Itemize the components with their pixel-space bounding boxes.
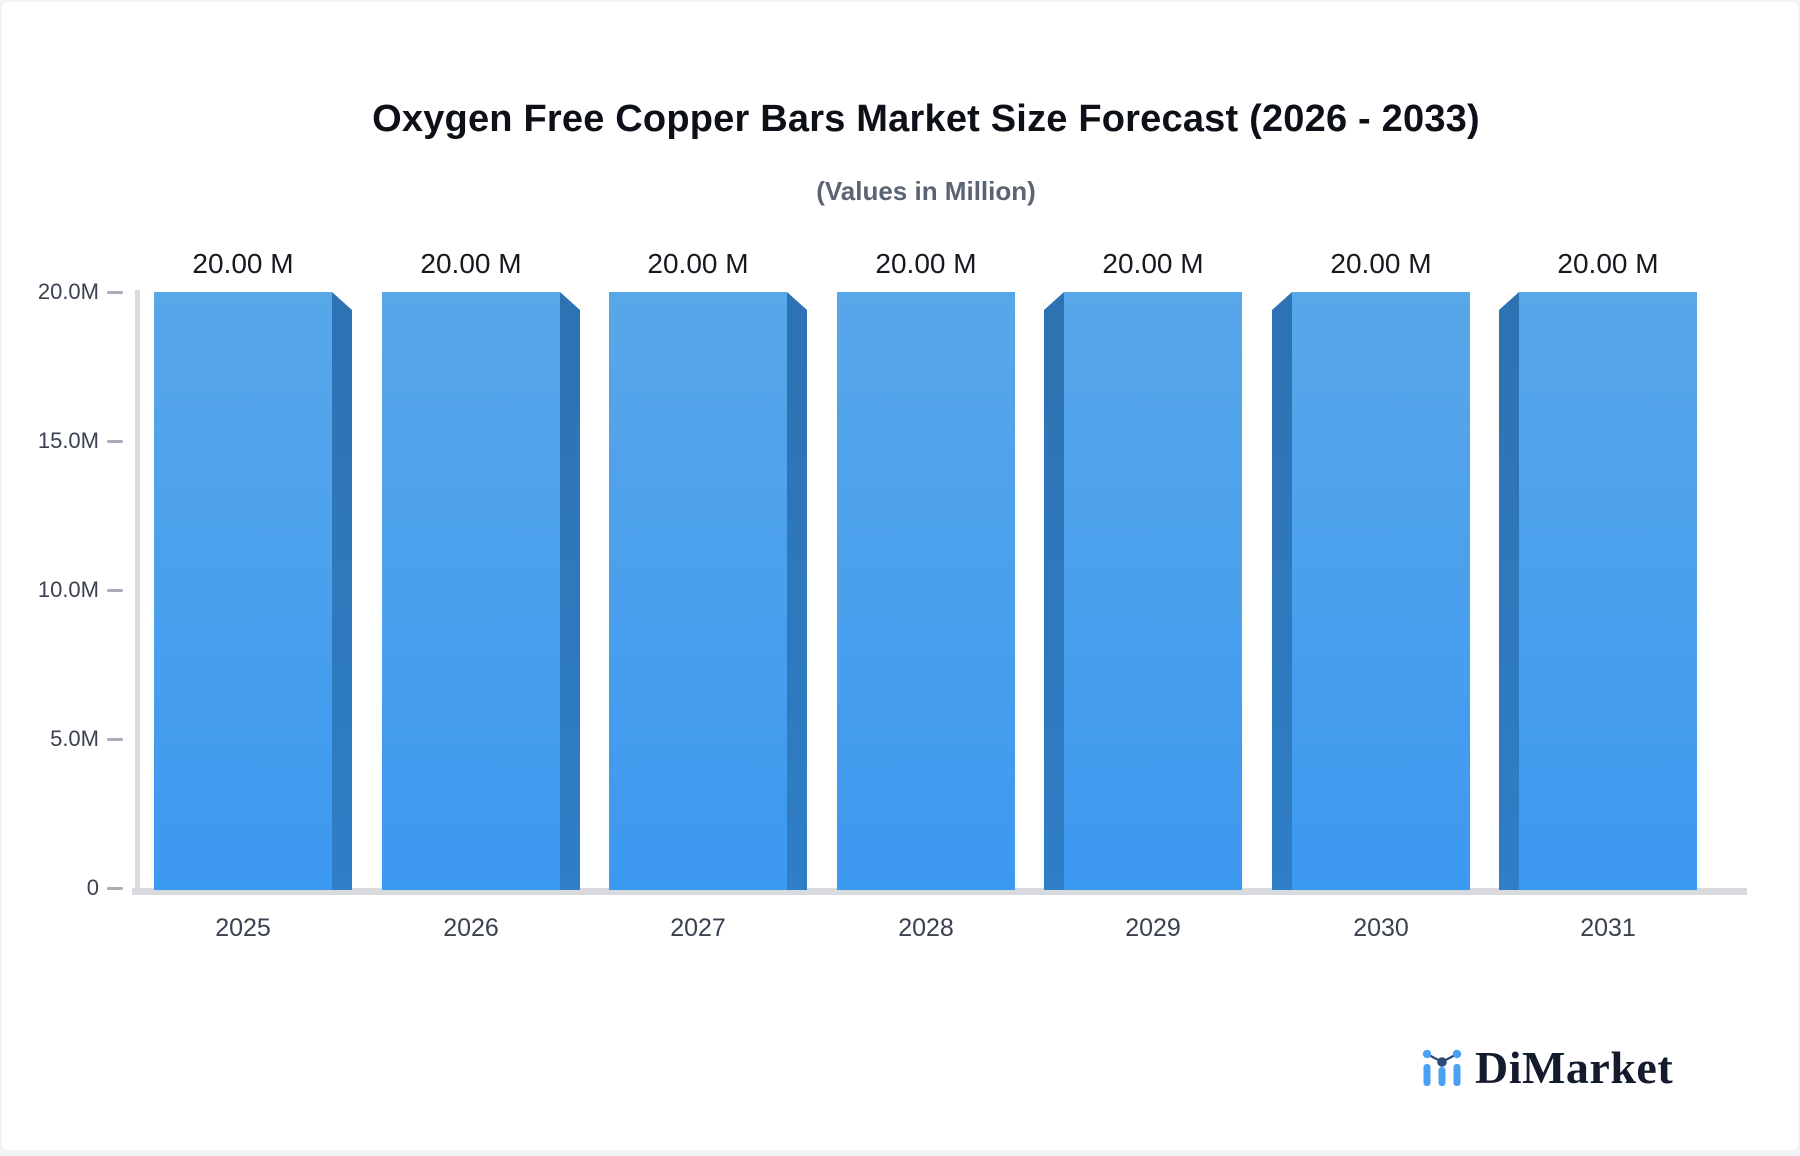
x-axis-label-2027: 2027 [670, 914, 726, 942]
bar-2030[interactable] [1292, 292, 1470, 890]
bar-2026-side-face [560, 292, 580, 890]
x-axis-label-2028: 2028 [898, 914, 954, 942]
y-axis-tick [107, 738, 123, 741]
y-axis-tick [107, 291, 123, 294]
y-axis-label-0: 0 [86, 875, 99, 900]
logo-icon-bars [1423, 1064, 1461, 1086]
bar-2025[interactable] [154, 292, 332, 890]
brand-logo[interactable]: DiMarket [1422, 1042, 1674, 1093]
bar-line-chart-icon [1422, 1049, 1462, 1086]
y-axis-label-15.0M: 15.0M [37, 428, 99, 453]
bar-2029[interactable] [1064, 292, 1242, 890]
y-axis-label-10.0M: 10.0M [37, 577, 99, 602]
bar-2031-side-face [1499, 292, 1519, 890]
y-axis-tick [107, 589, 123, 592]
x-axis-label-2031: 2031 [1580, 914, 1636, 942]
brand-logo-text: DiMarket [1475, 1042, 1674, 1093]
chart-title: Oxygen Free Copper Bars Market Size Fore… [372, 98, 1480, 140]
x-axis-label-2026: 2026 [443, 914, 499, 942]
x-axis-label-2030: 2030 [1353, 914, 1409, 942]
x-axis-label-2029: 2029 [1125, 914, 1181, 942]
bar-2031[interactable] [1519, 292, 1697, 890]
y-axis-tick [107, 440, 123, 443]
bar-2026-value-label: 20.00 M [420, 248, 522, 279]
bar-2030-value-label: 20.00 M [1330, 248, 1432, 279]
y-axis-line [135, 290, 140, 894]
y-axis-label-5.0M: 5.0M [50, 726, 99, 751]
bar-2030-side-face [1272, 292, 1292, 890]
bar-2028-value-label: 20.00 M [875, 248, 977, 279]
bar-2027-value-label: 20.00 M [647, 248, 749, 279]
bar-2026[interactable] [382, 292, 560, 890]
bar-2029-side-face [1044, 292, 1064, 890]
bar-2031-value-label: 20.00 M [1557, 248, 1659, 279]
bar-2027[interactable] [609, 292, 787, 890]
y-axis-tick [107, 887, 123, 890]
y-axis-label-20.0M: 20.0M [37, 279, 99, 304]
bar-2025-side-face [332, 292, 352, 890]
bar-2025-value-label: 20.00 M [192, 248, 294, 279]
chart-subtitle: (Values in Million) [816, 176, 1036, 206]
bar-2027-side-face [787, 292, 807, 890]
x-axis-line [132, 888, 1747, 895]
bar-2029-value-label: 20.00 M [1102, 248, 1204, 279]
x-axis-label-2025: 2025 [215, 914, 271, 942]
bar-2028[interactable] [837, 292, 1015, 890]
